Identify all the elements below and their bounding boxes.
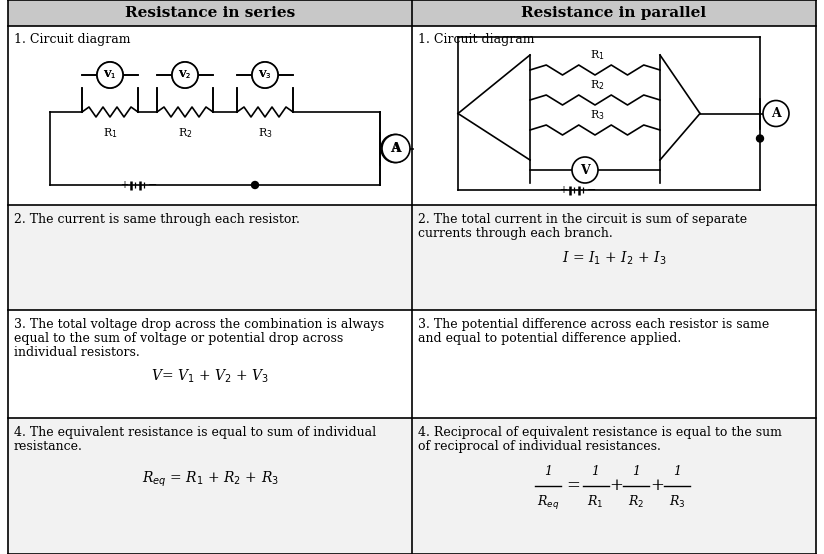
Circle shape bbox=[252, 62, 278, 88]
Text: V$_1$: V$_1$ bbox=[103, 69, 117, 81]
Bar bbox=[8, 205, 816, 310]
Text: 1: 1 bbox=[592, 465, 600, 478]
Text: currents through each branch.: currents through each branch. bbox=[418, 227, 613, 240]
Text: V: V bbox=[580, 163, 590, 177]
Text: A: A bbox=[390, 142, 400, 155]
Text: 1: 1 bbox=[673, 465, 681, 478]
Circle shape bbox=[252, 62, 278, 88]
Text: V$_3$: V$_3$ bbox=[258, 69, 272, 81]
Text: R$_{eq}$: R$_{eq}$ bbox=[537, 494, 559, 512]
Text: I = I$_1$ + I$_2$ + I$_3$: I = I$_1$ + I$_2$ + I$_3$ bbox=[562, 250, 667, 268]
Text: A: A bbox=[391, 142, 400, 155]
Text: R$_2$: R$_2$ bbox=[178, 126, 192, 140]
Text: +: + bbox=[650, 478, 664, 495]
Circle shape bbox=[756, 135, 764, 142]
Text: +: + bbox=[120, 180, 128, 190]
Text: Resistance in series: Resistance in series bbox=[125, 6, 295, 20]
Text: 1: 1 bbox=[632, 465, 640, 478]
Text: R$_{eq}$ = R$_1$ + R$_2$ + R$_3$: R$_{eq}$ = R$_1$ + R$_2$ + R$_3$ bbox=[142, 470, 279, 489]
Text: of reciprocal of individual resistances.: of reciprocal of individual resistances. bbox=[418, 440, 661, 453]
Circle shape bbox=[381, 135, 409, 162]
Text: +: + bbox=[610, 478, 624, 495]
Text: V$_2$: V$_2$ bbox=[178, 69, 192, 81]
Text: Resistance in parallel: Resistance in parallel bbox=[522, 6, 706, 20]
Text: 4. The equivalent resistance is equal to sum of individual: 4. The equivalent resistance is equal to… bbox=[14, 426, 376, 439]
Text: V$_1$: V$_1$ bbox=[103, 69, 117, 81]
Text: V= V$_1$ + V$_2$ + V$_3$: V= V$_1$ + V$_2$ + V$_3$ bbox=[151, 368, 269, 386]
Text: R$_2$: R$_2$ bbox=[590, 78, 605, 92]
Text: 3. The total voltage drop across the combination is always: 3. The total voltage drop across the com… bbox=[14, 318, 384, 331]
Circle shape bbox=[382, 135, 410, 162]
Text: equal to the sum of voltage or potential drop across: equal to the sum of voltage or potential… bbox=[14, 332, 344, 345]
Text: =: = bbox=[567, 478, 580, 495]
Text: 1. Circuit diagram: 1. Circuit diagram bbox=[418, 33, 535, 46]
Circle shape bbox=[572, 157, 598, 183]
Text: V$_2$: V$_2$ bbox=[178, 69, 192, 81]
Text: R$_2$: R$_2$ bbox=[628, 494, 644, 510]
Text: R$_3$: R$_3$ bbox=[258, 126, 273, 140]
Circle shape bbox=[251, 182, 259, 188]
Circle shape bbox=[172, 62, 198, 88]
Text: −: − bbox=[148, 180, 157, 190]
Text: R$_1$: R$_1$ bbox=[103, 126, 117, 140]
Circle shape bbox=[763, 100, 789, 126]
Text: R$_3$: R$_3$ bbox=[590, 108, 605, 122]
Text: 1. Circuit diagram: 1. Circuit diagram bbox=[14, 33, 130, 46]
Bar bbox=[8, 418, 816, 554]
Text: V$_3$: V$_3$ bbox=[258, 69, 272, 81]
Text: R$_3$: R$_3$ bbox=[669, 494, 686, 510]
Text: +: + bbox=[559, 185, 567, 195]
Text: R$_1$: R$_1$ bbox=[588, 494, 604, 510]
Text: 3. The potential difference across each resistor is same: 3. The potential difference across each … bbox=[418, 318, 770, 331]
Text: individual resistors.: individual resistors. bbox=[14, 346, 140, 359]
Text: and equal to potential difference applied.: and equal to potential difference applie… bbox=[418, 332, 681, 345]
Text: A: A bbox=[771, 107, 781, 120]
Text: resistance.: resistance. bbox=[14, 440, 83, 453]
Circle shape bbox=[97, 62, 123, 88]
Circle shape bbox=[97, 62, 123, 88]
Text: R$_1$: R$_1$ bbox=[590, 48, 605, 62]
Text: 2. The current is same through each resistor.: 2. The current is same through each resi… bbox=[14, 213, 300, 226]
Text: 1: 1 bbox=[544, 465, 552, 478]
Text: −: − bbox=[588, 185, 597, 195]
Circle shape bbox=[172, 62, 198, 88]
Bar bbox=[8, 0, 816, 26]
Text: 2. The total current in the circuit is sum of separate: 2. The total current in the circuit is s… bbox=[418, 213, 747, 226]
Text: 4. Reciprocal of equivalent resistance is equal to the sum: 4. Reciprocal of equivalent resistance i… bbox=[418, 426, 782, 439]
